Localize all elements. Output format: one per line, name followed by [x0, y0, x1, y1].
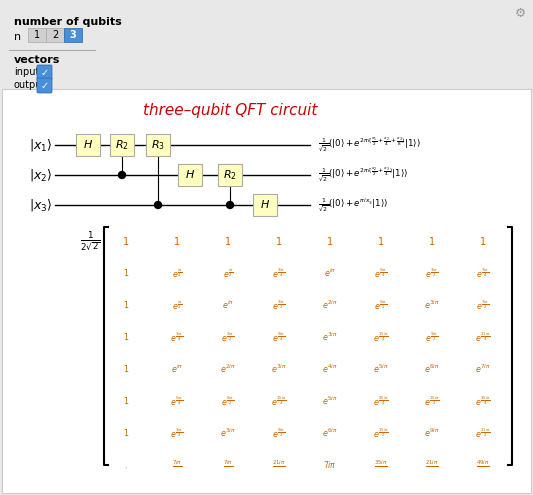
Circle shape: [118, 171, 125, 179]
FancyBboxPatch shape: [64, 28, 82, 42]
Text: 3: 3: [70, 30, 76, 40]
Text: $\frac{1}{\sqrt{2}}(|0\rangle + e^{\pi i x_3}|1\rangle)$: $\frac{1}{\sqrt{2}}(|0\rangle + e^{\pi i…: [318, 196, 388, 214]
Circle shape: [227, 201, 233, 208]
Text: three–qubit QFT circuit: three–qubit QFT circuit: [143, 103, 317, 118]
Text: $.$: $.$: [124, 460, 128, 469]
Text: $1$: $1$: [123, 267, 129, 279]
Text: $e^{i\pi}$: $e^{i\pi}$: [324, 267, 336, 279]
FancyBboxPatch shape: [146, 134, 170, 156]
FancyBboxPatch shape: [178, 164, 202, 186]
Text: number of qubits: number of qubits: [14, 17, 122, 27]
Text: $e^{5i\pi}$: $e^{5i\pi}$: [322, 395, 338, 407]
Text: $e^{\frac{21i\pi}{4}}$: $e^{\frac{21i\pi}{4}}$: [475, 330, 491, 344]
Text: $e^{6i\pi}$: $e^{6i\pi}$: [424, 363, 440, 375]
Text: $e^{\frac{5i\pi}{2}}$: $e^{\frac{5i\pi}{2}}$: [221, 395, 235, 408]
Text: $\frac{21i\pi}{\ }$: $\frac{21i\pi}{\ }$: [425, 460, 439, 470]
Text: 2: 2: [52, 30, 58, 40]
Text: $e^{\frac{3i\pi}{4}}$: $e^{\frac{3i\pi}{4}}$: [171, 330, 184, 344]
Text: $\frac{1}{2\sqrt{2}}$: $\frac{1}{2\sqrt{2}}$: [79, 230, 100, 253]
Text: $e^{5i\pi}$: $e^{5i\pi}$: [373, 363, 389, 375]
FancyBboxPatch shape: [76, 134, 100, 156]
Text: $1$: $1$: [123, 363, 129, 375]
Text: ⚙: ⚙: [514, 7, 526, 20]
Text: $e^{\frac{25i\pi}{4}}$: $e^{\frac{25i\pi}{4}}$: [373, 395, 389, 408]
Text: $e^{\frac{i\pi}{4}}$: $e^{\frac{i\pi}{4}}$: [172, 266, 182, 280]
Text: $e^{i\pi}$: $e^{i\pi}$: [222, 299, 234, 311]
Text: $e^{\frac{5i\pi}{4}}$: $e^{\frac{5i\pi}{4}}$: [374, 266, 387, 280]
Circle shape: [155, 201, 161, 208]
Text: $e^{\frac{3i\pi}{2}}$: $e^{\frac{3i\pi}{2}}$: [272, 298, 286, 312]
Text: $e^{\frac{35i\pi}{4}}$: $e^{\frac{35i\pi}{4}}$: [475, 395, 491, 408]
FancyBboxPatch shape: [253, 194, 277, 216]
Text: $1$: $1$: [326, 235, 334, 247]
Text: $e^{2i\pi}$: $e^{2i\pi}$: [220, 363, 236, 375]
FancyBboxPatch shape: [218, 164, 242, 186]
FancyBboxPatch shape: [37, 78, 52, 93]
Text: $e^{\frac{7i\pi}{4}}$: $e^{\frac{7i\pi}{4}}$: [477, 266, 490, 280]
Text: $R_3$: $R_3$: [151, 138, 165, 152]
Text: $e^{3i\pi}$: $e^{3i\pi}$: [322, 331, 338, 343]
Text: $\frac{49i\pi}{\ }$: $\frac{49i\pi}{\ }$: [476, 460, 490, 470]
Text: ✓: ✓: [41, 81, 49, 91]
Text: $\frac{7i\pi}{\ }$: $\frac{7i\pi}{\ }$: [223, 460, 233, 470]
Text: $e^{\frac{9i\pi}{2}}$: $e^{\frac{9i\pi}{2}}$: [272, 426, 286, 440]
Text: $e^{\frac{3i\pi}{2}}$: $e^{\frac{3i\pi}{2}}$: [171, 426, 184, 440]
Text: $e^{\frac{3i\pi}{4}}$: $e^{\frac{3i\pi}{4}}$: [272, 266, 286, 280]
Text: $1$: $1$: [429, 235, 435, 247]
Text: $1$: $1$: [123, 235, 130, 247]
Text: $R_2$: $R_2$: [223, 168, 237, 182]
Text: $e^{i\pi}$: $e^{i\pi}$: [171, 363, 183, 375]
Text: $e^{\frac{15i\pi}{2}}$: $e^{\frac{15i\pi}{2}}$: [424, 395, 440, 408]
Text: $e^{\frac{9i\pi}{4}}$: $e^{\frac{9i\pi}{4}}$: [272, 330, 286, 344]
FancyBboxPatch shape: [46, 28, 64, 42]
Text: $e^{\frac{21i\pi}{2}}$: $e^{\frac{21i\pi}{2}}$: [475, 426, 491, 440]
Text: $1$: $1$: [276, 235, 282, 247]
Text: $\frac{1}{\sqrt{2}}(|0\rangle + e^{2\pi i(\frac{x_2}{2}+\frac{x_3}{4})}|1\rangle: $\frac{1}{\sqrt{2}}(|0\rangle + e^{2\pi …: [318, 166, 408, 184]
Text: $1$: $1$: [479, 235, 487, 247]
Text: $\frac{1}{\sqrt{2}}(|0\rangle + e^{2\pi i(\frac{x_1}{2}+\frac{x_2}{4}+\frac{x_3}: $\frac{1}{\sqrt{2}}(|0\rangle + e^{2\pi …: [318, 136, 421, 154]
Text: $1$: $1$: [173, 235, 181, 247]
Text: H: H: [186, 170, 194, 180]
Text: 1: 1: [34, 30, 40, 40]
Text: input: input: [14, 67, 39, 77]
Text: $e^{3i\pi}$: $e^{3i\pi}$: [424, 299, 440, 311]
Text: $R_2$: $R_2$: [115, 138, 129, 152]
Text: $1$: $1$: [123, 299, 129, 310]
Text: H: H: [84, 140, 92, 150]
Text: $1$: $1$: [123, 332, 129, 343]
Text: $1$: $1$: [123, 428, 129, 439]
FancyBboxPatch shape: [37, 65, 52, 80]
Text: $e^{\frac{15i\pi}{4}}$: $e^{\frac{15i\pi}{4}}$: [373, 330, 389, 344]
Text: H: H: [261, 200, 269, 210]
Text: $e^{\frac{3i\pi}{2}}$: $e^{\frac{3i\pi}{2}}$: [221, 330, 235, 344]
Text: n: n: [14, 32, 21, 42]
Text: $e^{\frac{i\pi}{2}}$: $e^{\frac{i\pi}{2}}$: [223, 266, 233, 280]
Text: $e^{\frac{9i\pi}{2}}$: $e^{\frac{9i\pi}{2}}$: [425, 330, 439, 344]
FancyBboxPatch shape: [2, 89, 531, 493]
Text: $e^{\frac{5i\pi}{2}}$: $e^{\frac{5i\pi}{2}}$: [374, 298, 387, 312]
Text: $1$: $1$: [224, 235, 232, 247]
Text: output: output: [14, 80, 46, 90]
Text: $e^{2i\pi}$: $e^{2i\pi}$: [322, 299, 338, 311]
Text: $e^{\frac{5i\pi}{4}}$: $e^{\frac{5i\pi}{4}}$: [171, 395, 184, 408]
Text: $|x_3\rangle$: $|x_3\rangle$: [29, 197, 52, 213]
Text: $e^{\frac{i\pi}{2}}$: $e^{\frac{i\pi}{2}}$: [172, 298, 182, 312]
Text: $e^{4i\pi}$: $e^{4i\pi}$: [322, 363, 338, 375]
Text: $1$: $1$: [123, 396, 129, 406]
Text: $e^{\frac{15i\pi}{2}}$: $e^{\frac{15i\pi}{2}}$: [373, 426, 389, 440]
Text: $e^{9i\pi}$: $e^{9i\pi}$: [424, 427, 440, 439]
Text: $1$: $1$: [377, 235, 385, 247]
Text: $\frac{35i\pi}{\ }$: $\frac{35i\pi}{\ }$: [374, 460, 388, 470]
Text: $e^{\frac{15i\pi}{4}}$: $e^{\frac{15i\pi}{4}}$: [271, 395, 287, 408]
Text: $e^{\frac{3i\pi}{2}}$: $e^{\frac{3i\pi}{2}}$: [425, 266, 439, 280]
Text: $e^{3i\pi}$: $e^{3i\pi}$: [220, 427, 236, 439]
Text: $\frac{21i\pi}{\ }$: $\frac{21i\pi}{\ }$: [272, 460, 286, 470]
Text: vectors: vectors: [14, 55, 60, 65]
Text: $e^{3i\pi}$: $e^{3i\pi}$: [271, 363, 287, 375]
Text: $|x_1\rangle$: $|x_1\rangle$: [29, 137, 52, 153]
Text: $\frac{7i\pi}{\ }$: $\frac{7i\pi}{\ }$: [172, 460, 182, 470]
Text: $e^{7i\pi}$: $e^{7i\pi}$: [475, 363, 491, 375]
Text: ✓: ✓: [41, 68, 49, 78]
Text: $e^{6i\pi}$: $e^{6i\pi}$: [322, 427, 338, 439]
